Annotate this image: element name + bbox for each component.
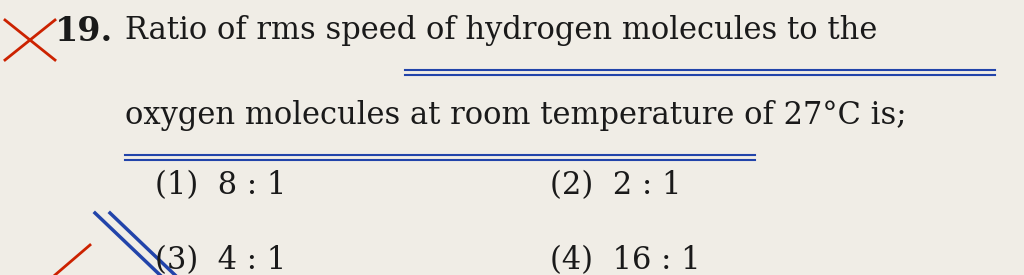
Text: (1)  8 : 1: (1) 8 : 1 [155,170,287,201]
Text: 19.: 19. [55,15,114,48]
Text: (2)  2 : 1: (2) 2 : 1 [550,170,682,201]
Text: (3)  4 : 1: (3) 4 : 1 [155,245,287,275]
Text: Ratio of rms speed of hydrogen molecules to the: Ratio of rms speed of hydrogen molecules… [125,15,878,46]
Text: oxygen molecules at room temperature of 27°C is;: oxygen molecules at room temperature of … [125,100,906,131]
Text: (4)  16 : 1: (4) 16 : 1 [550,245,700,275]
